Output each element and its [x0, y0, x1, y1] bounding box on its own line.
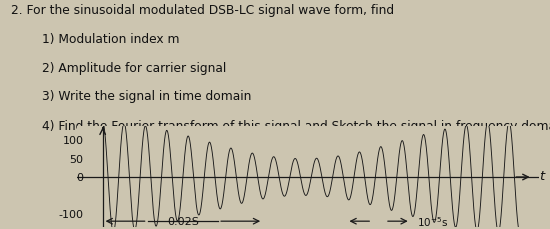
Text: 4) Find the Fourier transform of this signal and Sketch the signal in frequency : 4) Find the Fourier transform of this si… — [11, 119, 550, 132]
Text: $10^{-5}$s: $10^{-5}$s — [417, 214, 448, 228]
Text: 50: 50 — [69, 154, 84, 164]
Text: 100: 100 — [62, 136, 84, 146]
Text: 3) Write the signal in time domain: 3) Write the signal in time domain — [11, 90, 251, 103]
Text: 0: 0 — [76, 172, 84, 182]
Text: 2. For the sinusoidal modulated DSB-LC signal wave form, find: 2. For the sinusoidal modulated DSB-LC s… — [11, 4, 394, 17]
Text: t: t — [539, 169, 544, 182]
Text: -100: -100 — [58, 209, 84, 219]
Text: 2) Amplitude for carrier signal: 2) Amplitude for carrier signal — [11, 62, 226, 74]
Text: 0.02S: 0.02S — [167, 216, 199, 226]
Text: 1) Modulation index m: 1) Modulation index m — [11, 33, 179, 46]
